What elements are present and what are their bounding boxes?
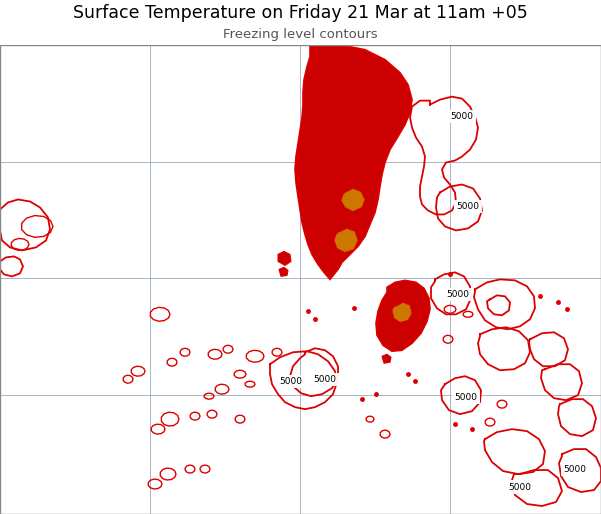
Text: Surface Temperature on Friday 21 Mar at 11am +05: Surface Temperature on Friday 21 Mar at … xyxy=(73,4,528,22)
Polygon shape xyxy=(278,251,291,265)
Text: 5000: 5000 xyxy=(457,202,480,211)
Text: 5000: 5000 xyxy=(454,393,478,401)
Polygon shape xyxy=(376,280,430,351)
Polygon shape xyxy=(392,302,412,322)
Text: 5000: 5000 xyxy=(564,465,587,473)
Text: 5000: 5000 xyxy=(314,375,337,384)
Polygon shape xyxy=(382,354,391,363)
Polygon shape xyxy=(341,189,365,211)
Text: 5000: 5000 xyxy=(451,112,474,121)
Text: 5000: 5000 xyxy=(279,377,302,386)
Polygon shape xyxy=(295,45,412,280)
Text: 5000: 5000 xyxy=(508,483,531,491)
Polygon shape xyxy=(334,228,358,252)
Text: Freezing level contours: Freezing level contours xyxy=(223,28,378,42)
Polygon shape xyxy=(279,267,288,277)
Text: 5000: 5000 xyxy=(447,290,469,299)
